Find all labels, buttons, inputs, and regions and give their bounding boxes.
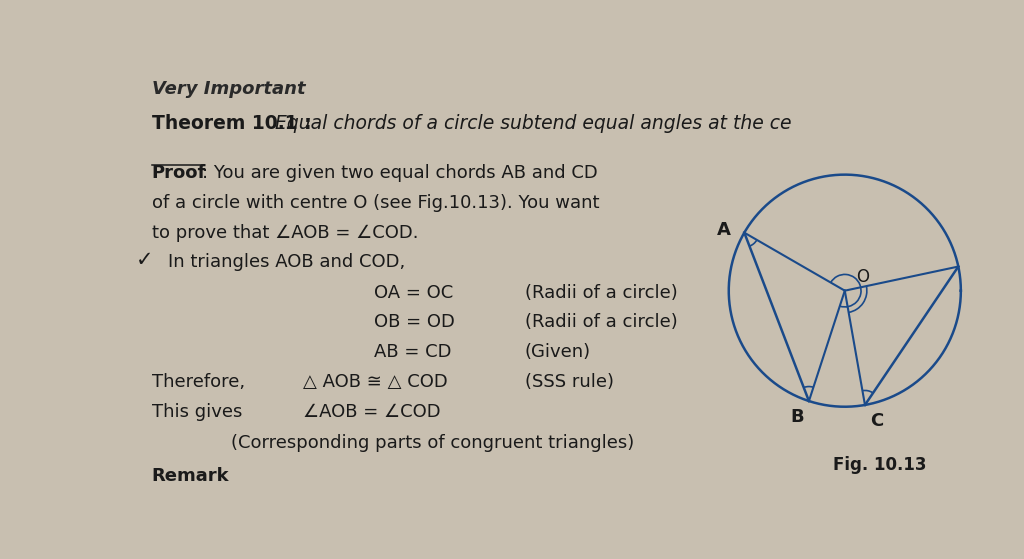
Text: AB = CD: AB = CD (374, 343, 452, 361)
Text: Equal chords of a circle subtend equal angles at the ce: Equal chords of a circle subtend equal a… (274, 115, 792, 134)
Text: (Radii of a circle): (Radii of a circle) (524, 283, 678, 302)
Text: Proof: Proof (152, 164, 206, 182)
Text: △ AOB ≅ △ COD: △ AOB ≅ △ COD (303, 373, 447, 391)
Text: : You are given two equal chords AB and CD: : You are given two equal chords AB and … (202, 164, 598, 182)
Text: ✓: ✓ (136, 250, 154, 270)
Text: (Radii of a circle): (Radii of a circle) (524, 313, 678, 331)
Text: (SSS rule): (SSS rule) (524, 373, 613, 391)
Text: of a circle with centre O (see Fig.10.13). You want: of a circle with centre O (see Fig.10.13… (152, 194, 599, 212)
Text: to prove that ∠AOB = ∠COD.: to prove that ∠AOB = ∠COD. (152, 224, 419, 242)
Text: Remark: Remark (152, 467, 229, 485)
Text: Theorem 10.1 :: Theorem 10.1 : (152, 115, 317, 134)
Text: A: A (717, 221, 730, 239)
Text: Therefore,: Therefore, (152, 373, 245, 391)
Text: ∠AOB = ∠COD: ∠AOB = ∠COD (303, 403, 440, 421)
Text: B: B (791, 408, 804, 427)
Text: (Given): (Given) (524, 343, 591, 361)
Text: Very Important: Very Important (152, 80, 305, 98)
Text: (Corresponding parts of congruent triangles): (Corresponding parts of congruent triang… (231, 434, 635, 452)
Text: Fig. 10.13: Fig. 10.13 (833, 456, 927, 474)
Text: This gives: This gives (152, 403, 243, 421)
Text: O: O (856, 268, 868, 286)
Text: OB = OD: OB = OD (374, 313, 455, 331)
Text: OA = OC: OA = OC (374, 283, 454, 302)
Text: In triangles AOB and COD,: In triangles AOB and COD, (168, 253, 404, 272)
Text: C: C (870, 412, 883, 430)
